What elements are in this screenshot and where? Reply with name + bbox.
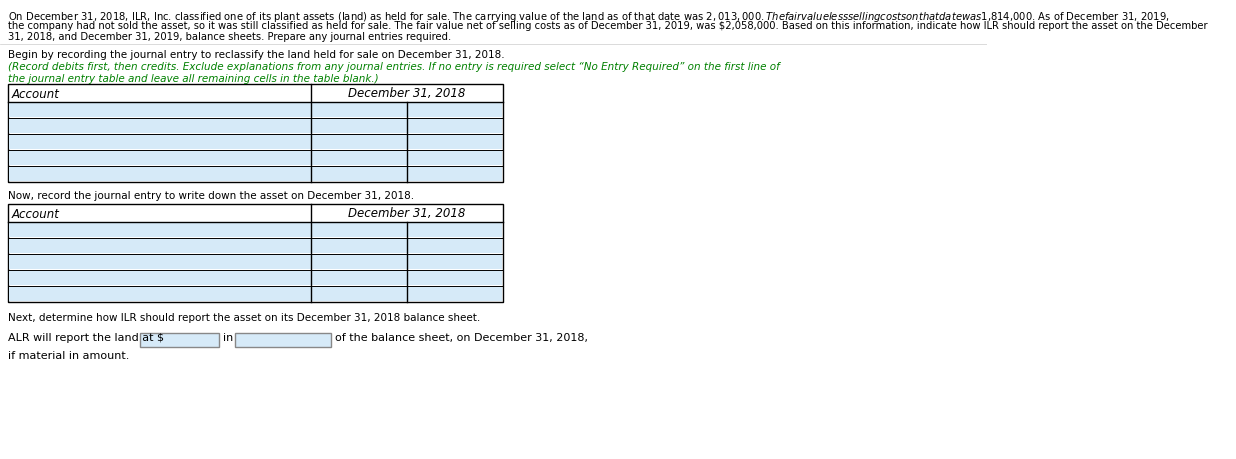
Text: ALR will report the land at $: ALR will report the land at $: [7, 332, 164, 342]
Text: 31, 2018, and December 31, 2019, balance sheets. Prepare any journal entries req: 31, 2018, and December 31, 2019, balance…: [7, 32, 451, 42]
Text: Now, record the journal entry to write down the asset on December 31, 2018.: Now, record the journal entry to write d…: [7, 190, 414, 201]
Bar: [9, 271, 502, 285]
Bar: [9, 104, 502, 118]
Text: (Record debits first, then credits. Exclude explanations from any journal entrie: (Record debits first, then credits. Excl…: [7, 62, 780, 72]
Text: of the balance sheet, on December 31, 2018,: of the balance sheet, on December 31, 20…: [335, 332, 588, 342]
Text: December 31, 2018: December 31, 2018: [349, 87, 466, 100]
Bar: [140, 333, 220, 347]
Text: in: in: [224, 332, 234, 342]
Bar: [9, 151, 502, 166]
Bar: [9, 256, 502, 269]
Text: the company had not sold the asset, so it was still classified as held for sale.: the company had not sold the asset, so i…: [7, 21, 1208, 31]
Bar: [9, 287, 502, 302]
Text: On December 31, 2018, ILR, Inc. classified one of its plant assets (land) as hel: On December 31, 2018, ILR, Inc. classifi…: [7, 10, 1169, 24]
Text: Account: Account: [11, 207, 59, 220]
Text: Begin by recording the journal entry to reclassify the land held for sale on Dec: Begin by recording the journal entry to …: [7, 50, 508, 60]
Bar: [9, 240, 502, 253]
Text: December 31, 2018: December 31, 2018: [349, 207, 466, 220]
Bar: [235, 333, 331, 347]
Bar: [7, 85, 503, 183]
Bar: [9, 136, 502, 150]
Bar: [9, 224, 502, 237]
Text: the journal entry table and leave all remaining cells in the table blank.): the journal entry table and leave all re…: [7, 74, 378, 84]
Bar: [9, 168, 502, 182]
Text: Account: Account: [11, 87, 59, 100]
Text: if material in amount.: if material in amount.: [7, 350, 130, 360]
Bar: [7, 205, 503, 302]
Text: Next, determine how ILR should report the asset on its December 31, 2018 balance: Next, determine how ILR should report th…: [7, 312, 481, 322]
Bar: [9, 120, 502, 134]
